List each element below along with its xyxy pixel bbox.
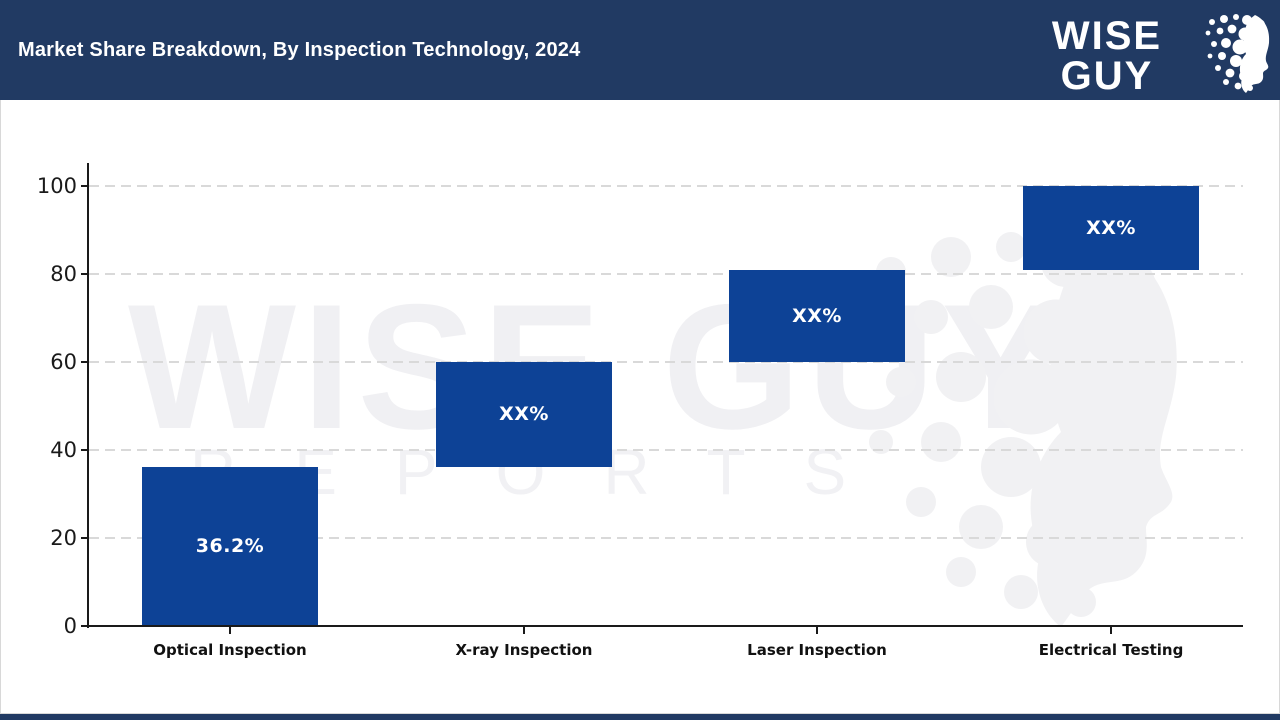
- bar-electrical-testing: [1023, 186, 1199, 270]
- bar-optical-inspection: [142, 466, 318, 626]
- gridline-100: [89, 185, 1243, 187]
- x-tick-1: [523, 627, 525, 634]
- gridline-60: [89, 361, 1243, 363]
- bar-value-label: XX%: [792, 304, 842, 327]
- bar-value-label: 36.2%: [195, 535, 265, 558]
- y-tick-label-20: 20: [50, 526, 77, 550]
- bar-value-label: XX%: [499, 403, 549, 426]
- x-tick-2: [816, 627, 818, 634]
- footer-bar: [0, 714, 1280, 720]
- wiseguy-logo-wordmark: WISE GUY: [1051, 14, 1163, 98]
- bar-value-label: XX%: [1086, 216, 1136, 239]
- y-tick-0: [81, 625, 88, 627]
- x-tick-0: [229, 627, 231, 634]
- y-tick-label-60: 60: [50, 350, 77, 374]
- page-title: Market Share Breakdown, By Inspection Te…: [18, 38, 581, 61]
- wiseguy-logo: WISE GUY REPORTS: [1006, 10, 1270, 115]
- bar-laser-inspection: [729, 269, 905, 362]
- y-tick-label-0: 0: [63, 614, 77, 638]
- category-label-1: X-ray Inspection: [455, 641, 593, 659]
- y-tick-20: [81, 537, 88, 539]
- y-tick-60: [81, 361, 88, 363]
- header-bar: Market Share Breakdown, By Inspection Te…: [0, 0, 1280, 115]
- y-tick-label-100: 100: [36, 174, 77, 198]
- x-tick-3: [1110, 627, 1112, 634]
- y-tick-label-40: 40: [50, 438, 77, 462]
- y-tick-label-80: 80: [50, 262, 77, 286]
- y-tick-100: [81, 185, 88, 187]
- y-tick-80: [81, 273, 88, 275]
- x-axis-line: [87, 625, 1243, 627]
- gridline-20: [89, 537, 1243, 539]
- bar-x-ray-inspection: [436, 362, 612, 467]
- gridline-40: [89, 449, 1243, 451]
- category-label-0: Optical Inspection: [153, 641, 307, 659]
- category-label-3: Electrical Testing: [1038, 641, 1184, 659]
- gridline-80: [89, 273, 1243, 275]
- category-label-2: Laser Inspection: [747, 641, 887, 659]
- y-axis-line: [87, 163, 89, 628]
- y-tick-40: [81, 449, 88, 451]
- wiseguy-face-icon: [1205, 14, 1270, 93]
